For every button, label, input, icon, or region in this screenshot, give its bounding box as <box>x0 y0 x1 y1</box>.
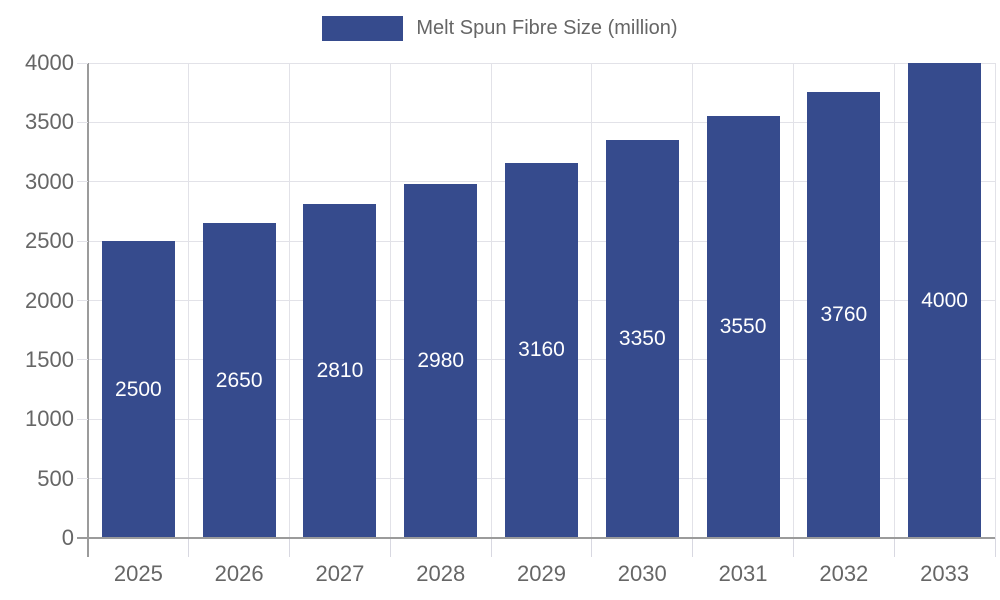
y-axis-tick-mark <box>77 121 88 123</box>
bar-value-label: 3160 <box>518 338 565 362</box>
bar-value-label: 2980 <box>417 349 465 373</box>
x-axis-tick-mark <box>188 538 190 557</box>
x-axis-tick-label: 2027 <box>315 561 365 586</box>
x-axis-tick-label: 2030 <box>617 561 667 586</box>
bar-2026[interactable]: 2650 <box>202 223 276 538</box>
bar-2030[interactable]: 3350 <box>605 140 679 538</box>
x-axis-tick-label: 2029 <box>517 561 566 586</box>
gridline-horizontal <box>88 62 995 64</box>
y-axis-tick-mark <box>77 181 88 183</box>
y-axis-tick-mark <box>77 240 88 242</box>
x-axis-tick-mark <box>994 538 996 557</box>
bar-value-label: 2810 <box>316 359 364 383</box>
y-axis-tick-label: 2500 <box>25 228 74 254</box>
x-axis-tick-mark <box>893 538 895 557</box>
x-axis-tick-mark <box>87 538 89 557</box>
y-axis-tick-mark <box>77 359 88 361</box>
y-axis-tick-label: 0 <box>61 525 74 550</box>
legend-swatch-icon <box>322 15 404 41</box>
gridline-horizontal <box>88 121 995 123</box>
bar-2032[interactable]: 3760 <box>807 91 881 538</box>
x-axis-line <box>77 537 995 539</box>
gridline-vertical <box>591 63 593 538</box>
y-axis-tick-label: 500 <box>37 465 74 491</box>
bar-2033[interactable]: 4000 <box>908 63 982 538</box>
x-axis-tick-label: 2033 <box>920 561 970 586</box>
y-axis-tick-label: 3500 <box>25 109 74 135</box>
bar-value-label: 2650 <box>215 368 263 392</box>
gridline-vertical <box>188 63 190 538</box>
x-axis-tick-mark <box>289 538 291 557</box>
y-axis-tick-label: 1500 <box>25 346 74 372</box>
y-axis-tick-label: 3000 <box>25 168 74 194</box>
gridline-vertical <box>792 63 794 538</box>
x-axis-tick-label: 2026 <box>214 561 264 586</box>
y-axis-tick-label: 4000 <box>25 50 74 75</box>
bar-value-label: 2500 <box>115 377 162 401</box>
gridline-vertical <box>289 63 291 538</box>
bar-2028[interactable]: 2980 <box>404 184 478 538</box>
gridline-vertical <box>994 63 996 538</box>
gridline-vertical <box>893 63 895 538</box>
bar-2025[interactable]: 2500 <box>101 241 175 538</box>
y-axis-tick-mark <box>77 418 88 420</box>
x-axis-tick-mark <box>591 538 593 557</box>
x-axis-tick-label: 2028 <box>416 561 466 586</box>
bar-2031[interactable]: 3550 <box>706 116 780 538</box>
x-axis-tick-mark <box>389 538 391 557</box>
bar-value-label: 3350 <box>618 327 666 351</box>
y-axis-tick-label: 1000 <box>25 406 74 432</box>
x-axis-tick-label: 2031 <box>718 561 768 586</box>
y-axis-line <box>87 63 89 538</box>
gridline-vertical <box>692 63 694 538</box>
plot-area: 2500 2650 2810 2980 3160 3350 3550 3760 4000 <box>87 62 996 538</box>
legend-label: Melt Spun Fibre Size (million) <box>416 17 678 39</box>
y-axis-tick-mark <box>77 62 88 64</box>
x-axis-tick-mark <box>692 538 694 557</box>
bar-2027[interactable]: 2810 <box>303 204 377 538</box>
y-axis-tick-mark <box>77 300 88 301</box>
bar-value-label: 3550 <box>719 315 767 339</box>
gridline-vertical <box>490 63 492 538</box>
x-axis-tick-label: 2032 <box>819 561 869 586</box>
legend[interactable]: Melt Spun Fibre Size (million) <box>0 14 1000 42</box>
x-axis-tick-label: 2025 <box>113 561 163 586</box>
bar-2029[interactable]: 3160 <box>505 162 578 538</box>
y-axis-tick-mark <box>77 478 88 480</box>
gridline-vertical <box>389 63 391 538</box>
bar-value-label: 4000 <box>921 288 968 312</box>
x-axis-tick-mark <box>490 538 492 557</box>
bar-value-label: 3760 <box>820 302 868 326</box>
y-axis-tick-label: 2000 <box>25 287 74 313</box>
x-axis-tick-mark <box>792 538 794 557</box>
